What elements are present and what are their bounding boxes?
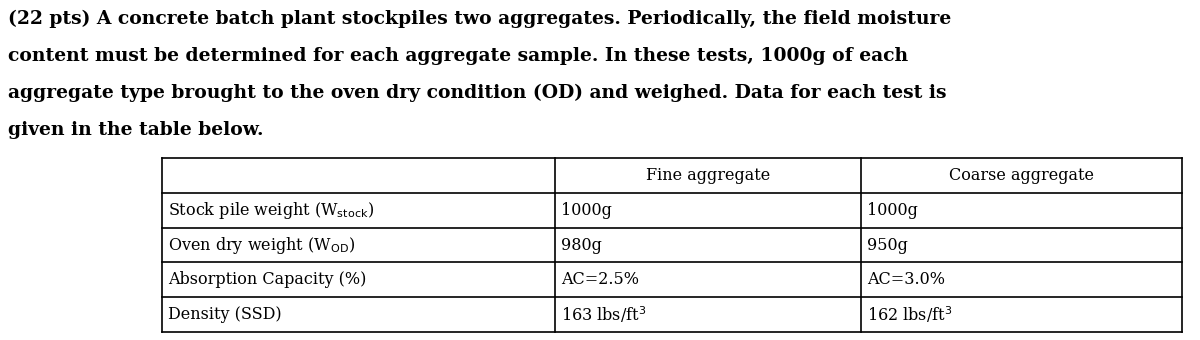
- Text: content must be determined for each aggregate sample. In these tests, 1000g of e: content must be determined for each aggr…: [8, 47, 908, 65]
- Text: 980g: 980g: [560, 237, 601, 254]
- Text: aggregate type brought to the oven dry condition (OD) and weighed. Data for each: aggregate type brought to the oven dry c…: [8, 84, 947, 102]
- Text: Coarse aggregate: Coarse aggregate: [949, 167, 1094, 184]
- Text: 1000g: 1000g: [866, 202, 918, 219]
- Text: 950g: 950g: [866, 237, 907, 254]
- Text: Fine aggregate: Fine aggregate: [646, 167, 770, 184]
- Text: Stock pile weight (W$_{\rm stock}$): Stock pile weight (W$_{\rm stock}$): [168, 200, 374, 221]
- Text: 1000g: 1000g: [560, 202, 612, 219]
- Text: (22 pts) A concrete batch plant stockpiles two aggregates. Periodically, the fie: (22 pts) A concrete batch plant stockpil…: [8, 10, 952, 28]
- Text: Absorption Capacity (%): Absorption Capacity (%): [168, 271, 366, 288]
- Text: Oven dry weight (W$_{\rm OD}$): Oven dry weight (W$_{\rm OD}$): [168, 235, 355, 255]
- Text: AC=3.0%: AC=3.0%: [866, 271, 944, 288]
- Text: given in the table below.: given in the table below.: [8, 121, 264, 139]
- Text: Density (SSD): Density (SSD): [168, 306, 282, 323]
- Text: AC=2.5%: AC=2.5%: [560, 271, 638, 288]
- Text: 162 lbs/ft$^3$: 162 lbs/ft$^3$: [866, 304, 952, 325]
- Text: 163 lbs/ft$^3$: 163 lbs/ft$^3$: [560, 304, 646, 325]
